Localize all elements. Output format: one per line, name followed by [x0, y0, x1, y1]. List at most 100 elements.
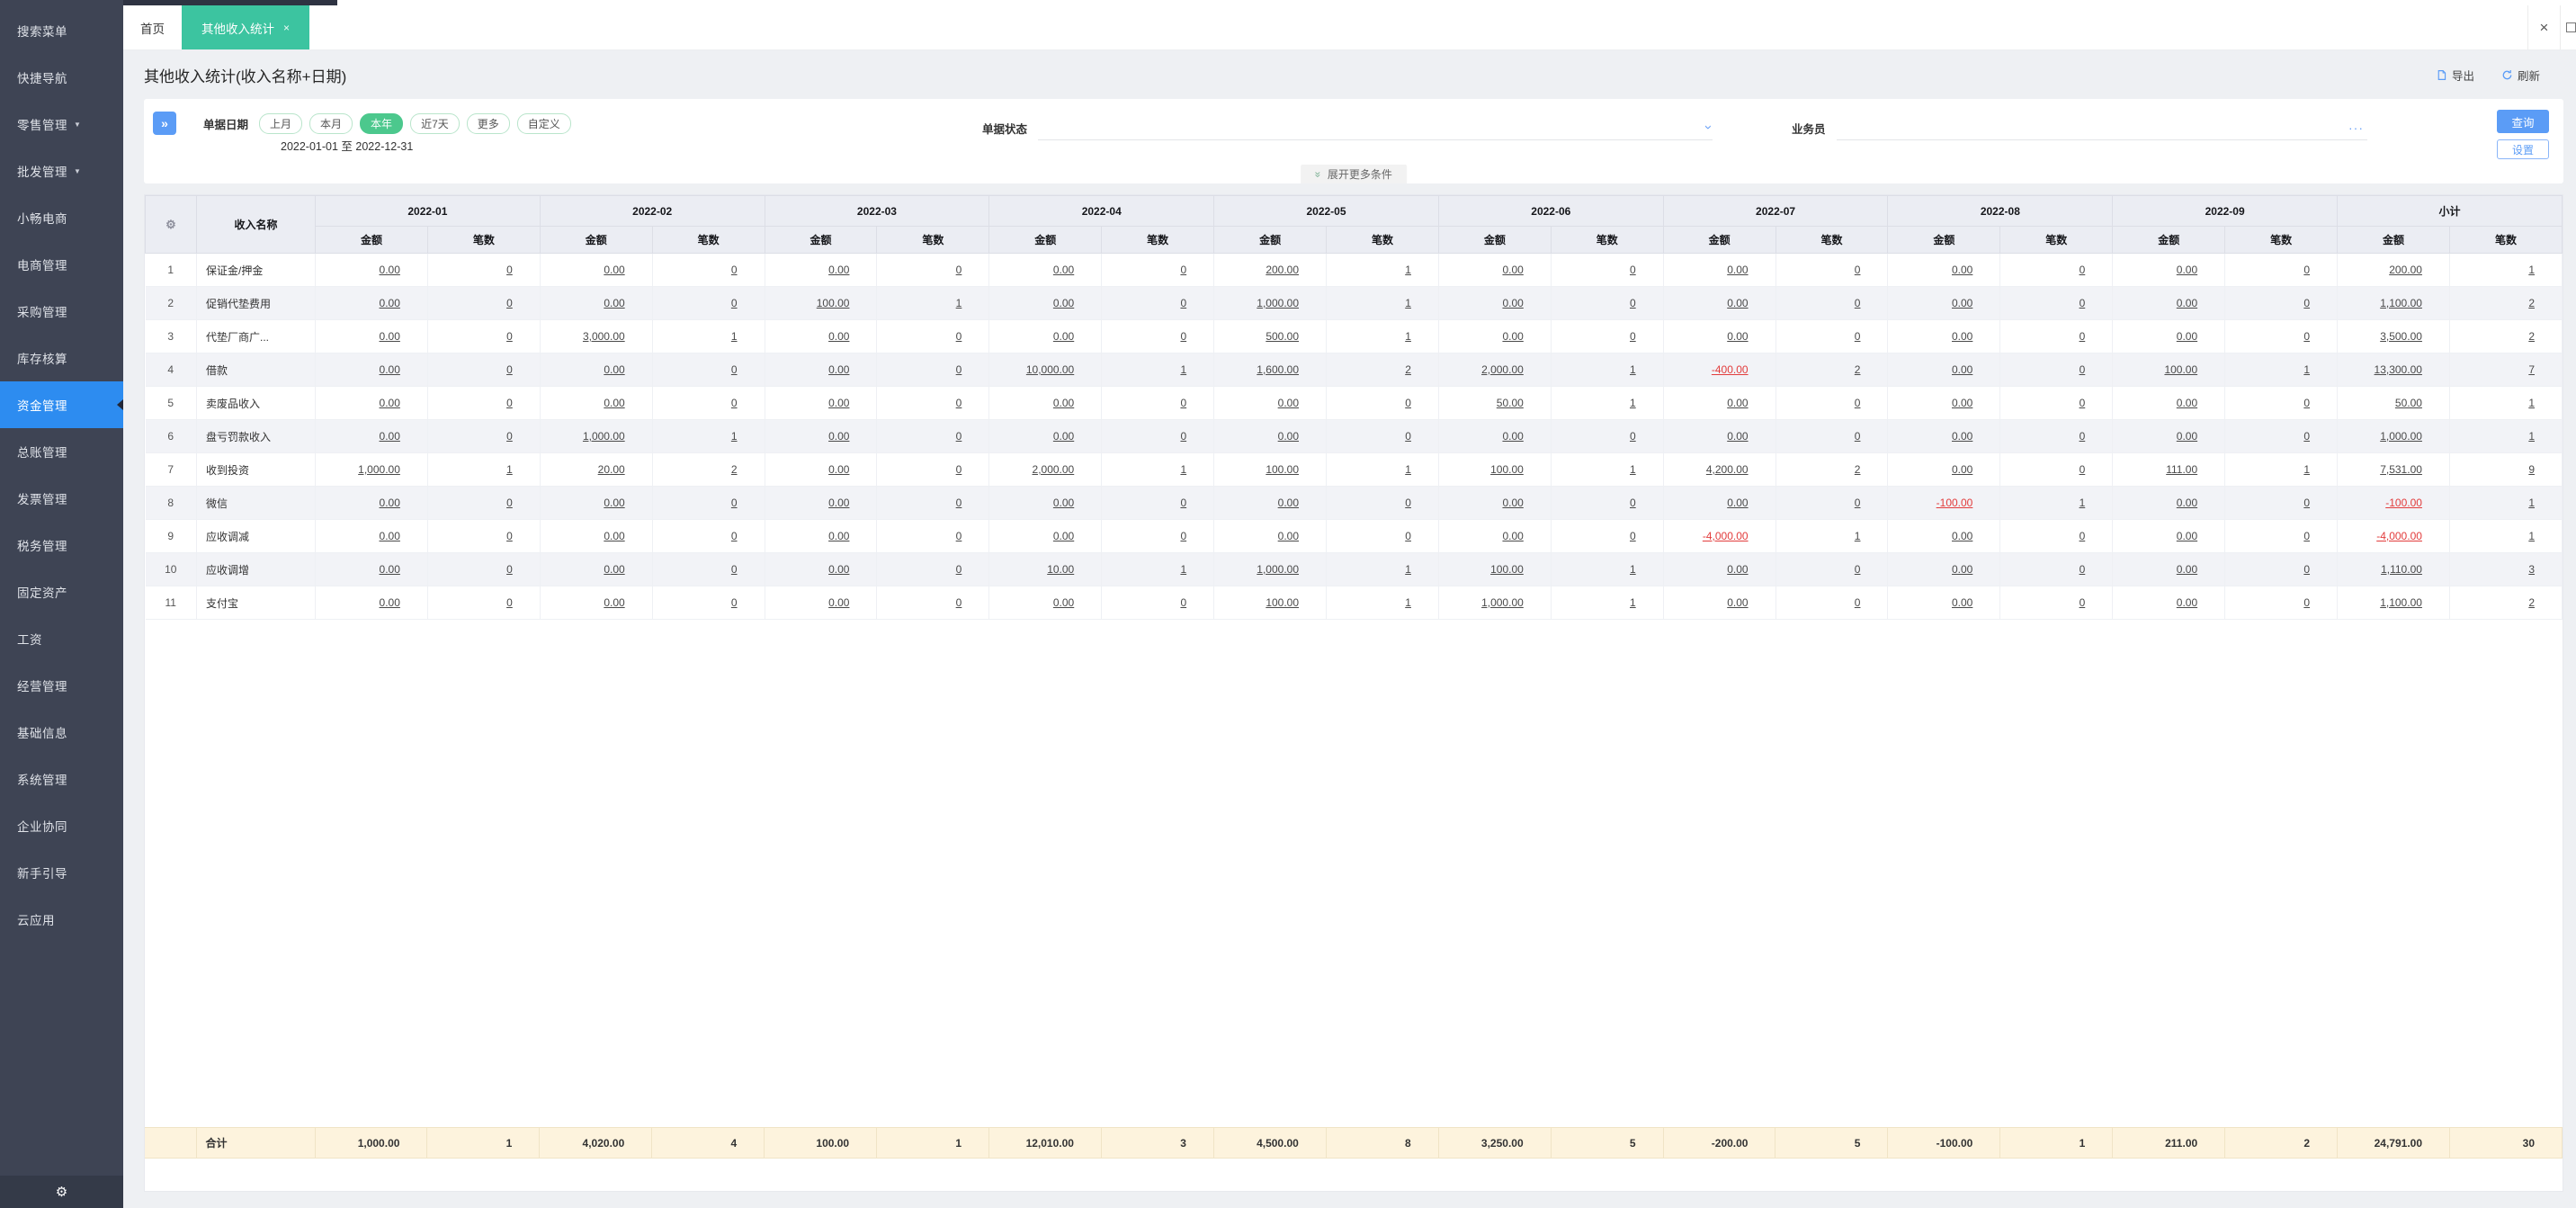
amount-link[interactable]: 0.00: [1952, 530, 1973, 542]
date-range-value[interactable]: 2022-01-01 至 2022-12-31: [281, 140, 414, 153]
amount-link[interactable]: 0.00: [1727, 596, 1749, 609]
count-link[interactable]: 0: [1180, 297, 1187, 309]
count-link[interactable]: 2: [2528, 297, 2535, 309]
count-link[interactable]: 1: [1630, 463, 1636, 476]
amount-link[interactable]: -100.00: [1936, 497, 1973, 509]
count-link[interactable]: 1: [1405, 297, 1411, 309]
count-link[interactable]: 1: [1630, 397, 1636, 409]
count-link[interactable]: 0: [730, 297, 738, 309]
amount-link[interactable]: 0.00: [379, 297, 400, 309]
amount-link[interactable]: 0.00: [828, 264, 850, 276]
sidebar-item-工资[interactable]: 工资: [0, 615, 123, 662]
count-link[interactable]: 0: [730, 397, 738, 409]
sidebar-item-采购管理[interactable]: 采购管理: [0, 288, 123, 335]
date-pill-更多[interactable]: 更多: [466, 113, 510, 134]
amount-link[interactable]: 13,300.00: [2374, 363, 2422, 376]
count-link[interactable]: 1: [1405, 596, 1411, 609]
amount-link[interactable]: 0.00: [1727, 497, 1749, 509]
count-link[interactable]: 0: [1405, 497, 1411, 509]
amount-link[interactable]: 0.00: [604, 497, 625, 509]
amount-link[interactable]: -4,000.00: [1702, 530, 1749, 542]
sidebar-item-资金管理[interactable]: 资金管理: [0, 381, 123, 428]
count-link[interactable]: 7: [2528, 363, 2535, 376]
amount-link[interactable]: 0.00: [2176, 596, 2198, 609]
amount-link[interactable]: 1,100.00: [2380, 297, 2422, 309]
amount-link[interactable]: 100.00: [2164, 363, 2198, 376]
date-pill-上月[interactable]: 上月: [259, 113, 303, 134]
count-link[interactable]: 1: [1405, 463, 1411, 476]
salesman-input[interactable]: ···: [1836, 115, 2367, 140]
amount-link[interactable]: 0.00: [2176, 330, 2198, 343]
count-link[interactable]: 0: [506, 297, 513, 309]
date-pill-本年[interactable]: 本年: [360, 113, 404, 134]
count-link[interactable]: 2: [1405, 363, 1411, 376]
count-link[interactable]: 1: [730, 430, 738, 443]
status-select[interactable]: ›: [1038, 115, 1716, 140]
count-link[interactable]: 1: [2528, 530, 2535, 542]
tab-other-income-stats[interactable]: 其他收入统计 ×: [182, 5, 310, 49]
amount-link[interactable]: 0.00: [1952, 264, 1973, 276]
amount-link[interactable]: 0.00: [2176, 530, 2198, 542]
date-pill-近7天[interactable]: 近7天: [410, 113, 460, 134]
amount-link[interactable]: 100.00: [1490, 563, 1524, 576]
count-link[interactable]: 0: [955, 563, 962, 576]
amount-link[interactable]: 0.00: [1952, 463, 1973, 476]
amount-link[interactable]: 0.00: [1052, 330, 1075, 343]
tab-home[interactable]: 首页: [123, 5, 182, 49]
count-link[interactable]: 2: [2528, 596, 2535, 609]
amount-link[interactable]: 0.00: [379, 497, 400, 509]
amount-link[interactable]: 0.00: [828, 596, 850, 609]
count-link[interactable]: 0: [730, 596, 738, 609]
amount-link[interactable]: 0.00: [1952, 330, 1973, 343]
count-link[interactable]: 0: [506, 596, 513, 609]
amount-link[interactable]: 0.00: [1727, 563, 1749, 576]
amount-link[interactable]: 0.00: [379, 330, 400, 343]
amount-link[interactable]: 0.00: [1277, 497, 1300, 509]
count-link[interactable]: 0: [2303, 264, 2311, 276]
count-link[interactable]: 2: [1854, 463, 1861, 476]
amount-link[interactable]: 0.00: [1952, 563, 1973, 576]
close-icon[interactable]: ×: [2527, 5, 2560, 49]
amount-link[interactable]: 0.00: [1277, 397, 1300, 409]
amount-link[interactable]: 0.00: [604, 297, 625, 309]
amount-link[interactable]: 1,110.00: [2381, 563, 2422, 576]
count-link[interactable]: 0: [1630, 264, 1636, 276]
sidebar-item-搜索菜单[interactable]: 搜索菜单: [0, 7, 123, 54]
amount-link[interactable]: -4,000.00: [2376, 530, 2422, 542]
amount-link[interactable]: 0.00: [1277, 530, 1300, 542]
count-link[interactable]: 9: [2528, 463, 2535, 476]
sidebar-item-发票管理[interactable]: 发票管理: [0, 475, 123, 522]
count-link[interactable]: 0: [1854, 264, 1861, 276]
count-link[interactable]: 0: [2079, 297, 2086, 309]
count-link[interactable]: 0: [506, 264, 513, 276]
expand-more-conditions[interactable]: » 展开更多条件: [1301, 165, 1407, 183]
gear-icon[interactable]: ⚙: [55, 1185, 68, 1200]
amount-link[interactable]: -400.00: [1711, 363, 1749, 376]
date-pill-本月[interactable]: 本月: [309, 113, 353, 134]
count-link[interactable]: 0: [506, 497, 513, 509]
count-link[interactable]: 1: [1180, 363, 1187, 376]
count-link[interactable]: 0: [2303, 563, 2311, 576]
amount-link[interactable]: 0.00: [1952, 363, 1973, 376]
count-link[interactable]: 0: [1854, 297, 1861, 309]
count-link[interactable]: 0: [955, 497, 962, 509]
count-link[interactable]: 0: [955, 363, 962, 376]
count-link[interactable]: 0: [1854, 397, 1861, 409]
count-link[interactable]: 0: [2303, 330, 2311, 343]
amount-link[interactable]: 0.00: [1052, 297, 1075, 309]
count-link[interactable]: 0: [1180, 530, 1187, 542]
export-button[interactable]: 导出: [2436, 67, 2474, 84]
amount-link[interactable]: 0.00: [379, 397, 400, 409]
search-button[interactable]: 查询: [2497, 110, 2549, 133]
amount-link[interactable]: 0.00: [1952, 596, 1973, 609]
count-link[interactable]: 1: [1630, 596, 1636, 609]
count-link[interactable]: 1: [1405, 563, 1411, 576]
amount-link[interactable]: 500.00: [1266, 330, 1300, 343]
amount-link[interactable]: 0.00: [2176, 430, 2198, 443]
amount-link[interactable]: 3,000.00: [582, 330, 625, 343]
count-link[interactable]: 0: [1180, 397, 1187, 409]
count-link[interactable]: 0: [2303, 530, 2311, 542]
sidebar-item-税务管理[interactable]: 税务管理: [0, 522, 123, 568]
count-link[interactable]: 1: [2303, 463, 2311, 476]
amount-link[interactable]: -100.00: [2385, 497, 2422, 509]
